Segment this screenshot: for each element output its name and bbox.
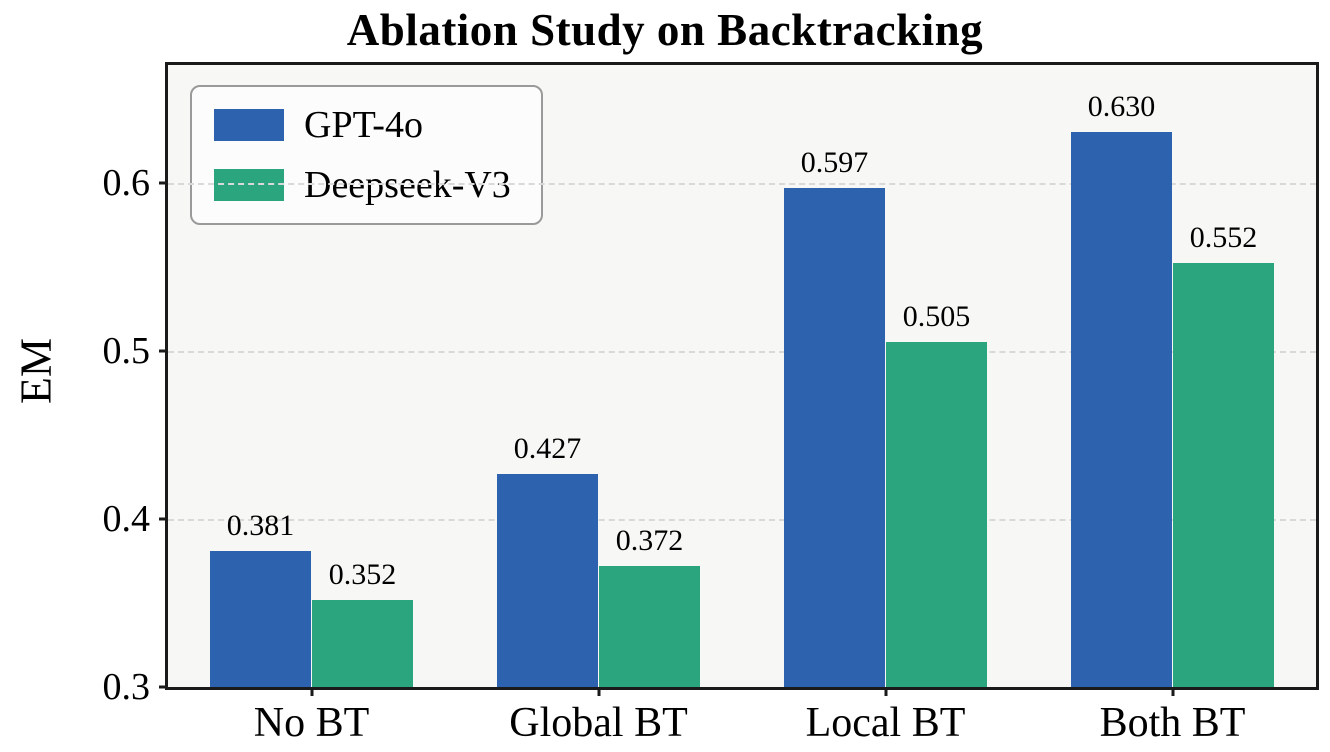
y-tick-label: 0.6 <box>102 161 151 204</box>
bar-Deepseek-V3-No BT <box>311 599 414 687</box>
chart-title: Ablation Study on Backtracking <box>346 5 984 55</box>
legend-entry-Deepseek-V3: Deepseek-V3 <box>214 163 511 207</box>
x-tick-label-Local BT: Local BT <box>805 700 966 746</box>
legend-swatch <box>214 169 284 201</box>
bar-value-label: 0.427 <box>513 431 582 465</box>
y-tick-label: 0.4 <box>102 497 151 540</box>
x-tick-label-Both BT: Both BT <box>1099 700 1246 746</box>
y-tick-mark <box>159 349 168 353</box>
bar-Deepseek-V3-Both BT <box>1172 263 1275 687</box>
bar-value-label: 0.381 <box>226 508 295 542</box>
x-tick-label-Global BT: Global BT <box>509 700 688 746</box>
bar-GPT-4o-No BT <box>209 550 312 687</box>
legend-label: GPT-4o <box>304 104 423 146</box>
bar-value-label: 0.597 <box>800 145 869 179</box>
y-tick-label: 0.3 <box>102 666 151 708</box>
legend-label: Deepseek-V3 <box>304 164 511 206</box>
plot-area: GPT-4o Deepseek-V3 0.3 0.4 0.5 0.6 0.381 0.352… <box>103 62 1319 746</box>
gridline <box>168 518 1316 521</box>
legend-swatch <box>214 109 284 141</box>
bar-value-label: 0.552 <box>1189 221 1258 255</box>
y-axis-label: EM <box>11 338 61 404</box>
x-tick-mark <box>1171 687 1174 696</box>
bar-GPT-4o-Both BT <box>1070 132 1173 687</box>
y-tick-mark <box>159 181 168 185</box>
gridline <box>168 182 1316 185</box>
x-tick-mark <box>597 687 600 696</box>
bar-value-label: 0.630 <box>1087 90 1156 124</box>
x-tick-mark <box>884 687 887 696</box>
bar-value-label: 0.352 <box>328 557 397 591</box>
y-tick-mark <box>159 517 168 521</box>
x-tick-mark <box>310 687 313 696</box>
bar-value-label: 0.505 <box>902 300 971 334</box>
bar-GPT-4o-Local BT <box>783 187 886 687</box>
y-tick-label: 0.5 <box>102 329 151 372</box>
legend: GPT-4o Deepseek-V3 <box>190 85 543 225</box>
bar-GPT-4o-Global BT <box>496 473 599 687</box>
gridline <box>168 350 1316 353</box>
bar-value-label: 0.372 <box>615 523 684 557</box>
bar-Deepseek-V3-Local BT <box>885 342 988 687</box>
bar-Deepseek-V3-Global BT <box>598 565 701 687</box>
x-tick-label-No BT: No BT <box>253 700 370 746</box>
y-tick-mark <box>159 685 168 689</box>
legend-entry-GPT-4o: GPT-4o <box>214 103 511 147</box>
